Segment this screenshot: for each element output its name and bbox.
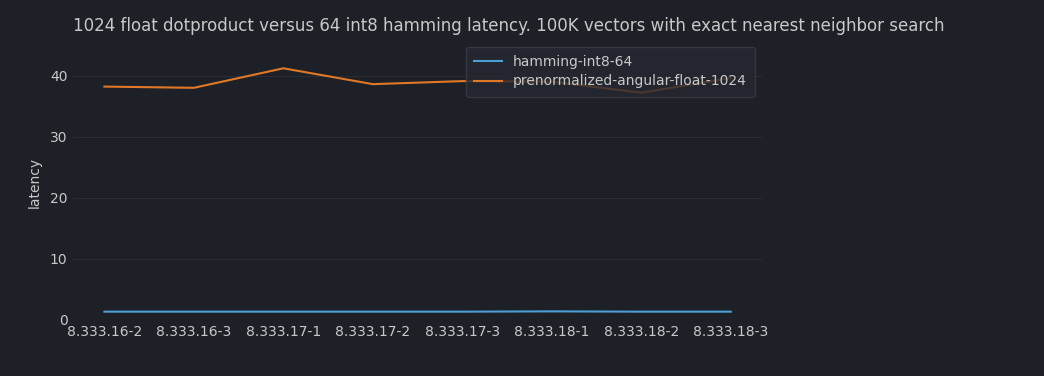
- prenormalized-angular-float-1024: [725, 76, 737, 80]
- prenormalized-angular-float-1024: [188, 86, 200, 90]
- hamming-int8-64: [456, 309, 469, 314]
- Legend: hamming-int8-64, prenormalized-angular-float-1024: hamming-int8-64, prenormalized-angular-f…: [466, 47, 755, 97]
- hamming-int8-64: [725, 309, 737, 314]
- hamming-int8-64: [98, 309, 111, 314]
- prenormalized-angular-float-1024: [366, 82, 379, 86]
- hamming-int8-64: [546, 309, 559, 314]
- prenormalized-angular-float-1024: [546, 79, 559, 84]
- prenormalized-angular-float-1024: [98, 84, 111, 89]
- hamming-int8-64: [277, 309, 289, 314]
- hamming-int8-64: [635, 309, 647, 314]
- Line: prenormalized-angular-float-1024: prenormalized-angular-float-1024: [104, 68, 731, 93]
- Text: 1024 float dotproduct versus 64 int8 hamming latency. 100K vectors with exact ne: 1024 float dotproduct versus 64 int8 ham…: [73, 17, 945, 35]
- hamming-int8-64: [188, 309, 200, 314]
- hamming-int8-64: [366, 309, 379, 314]
- Y-axis label: latency: latency: [27, 157, 42, 208]
- prenormalized-angular-float-1024: [635, 91, 647, 95]
- prenormalized-angular-float-1024: [277, 66, 289, 71]
- prenormalized-angular-float-1024: [456, 79, 469, 83]
